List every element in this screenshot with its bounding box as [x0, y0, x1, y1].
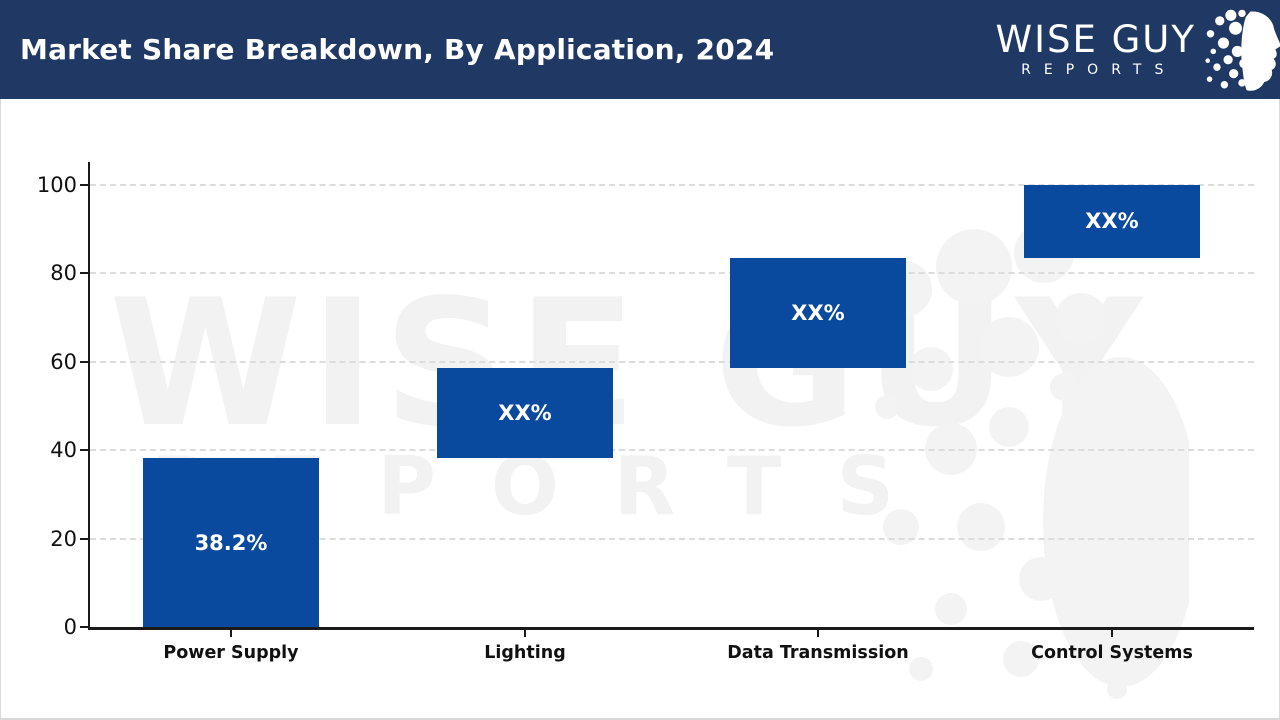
x-axis-tick: [1111, 630, 1113, 637]
plot-region: 0 20 40 60 80 100 38.2% Power Supply XX% Lighting…: [1, 99, 1279, 718]
x-axis-tick: [524, 630, 526, 637]
bar-power-supply: 38.2%: [143, 458, 319, 627]
y-tick-label: 80: [50, 261, 77, 286]
gridline-60: [90, 360, 1254, 363]
logo-head-icon: [1205, 9, 1280, 91]
bar-value-label: 38.2%: [194, 530, 268, 555]
gridline-100: [90, 184, 1254, 186]
category-label-lighting: Lighting: [484, 643, 566, 663]
y-tick-label: 20: [50, 526, 77, 551]
header-bar: Market Share Breakdown, By Application, …: [0, 0, 1280, 99]
gridline-40: [90, 449, 1254, 452]
logo-subtitle: REPORTS: [1021, 61, 1177, 78]
y-axis: [88, 162, 90, 629]
bar-data-transmission: XX%: [730, 258, 906, 368]
watermark-wordmark: WISE GUY: [109, 263, 1151, 466]
bar-value-label: XX%: [791, 301, 845, 326]
y-tick-label: 40: [50, 438, 77, 463]
bar-value-label: XX%: [498, 401, 552, 426]
gridline-20: [90, 537, 1254, 540]
chart-area: WISE GUY REPORTS 0 20 40 60 80 100 38.2% Power …: [0, 99, 1280, 720]
x-axis: [88, 627, 1254, 630]
gridline-80: [90, 272, 1254, 275]
wiseguy-logo-text: WISE GUY REPORTS: [995, 18, 1196, 78]
x-axis-tick: [230, 630, 232, 637]
y-axis-tick: [80, 360, 88, 363]
category-label-power-supply: Power Supply: [163, 643, 299, 663]
page-title: Market Share Breakdown, By Application, …: [20, 33, 775, 66]
y-axis-tick: [80, 537, 88, 540]
x-axis-tick: [817, 630, 819, 637]
bar-control-systems: XX%: [1024, 185, 1200, 258]
bar-value-label: XX%: [1085, 209, 1139, 234]
y-axis-tick: [80, 449, 88, 452]
category-label-data-transmission: Data Transmission: [727, 643, 909, 663]
y-tick-label: 100: [36, 173, 77, 197]
y-axis-tick: [80, 626, 88, 628]
wiseguy-logo: WISE GUY REPORTS: [996, 6, 1280, 94]
y-tick-label: 60: [50, 349, 77, 374]
bar-lighting: XX%: [437, 367, 613, 459]
y-axis-tick: [80, 184, 88, 186]
y-tick-label: 0: [63, 615, 77, 639]
y-axis-tick: [80, 272, 88, 275]
category-label-control-systems: Control Systems: [1031, 643, 1193, 663]
logo-wordmark: WISE GUY: [995, 18, 1196, 62]
